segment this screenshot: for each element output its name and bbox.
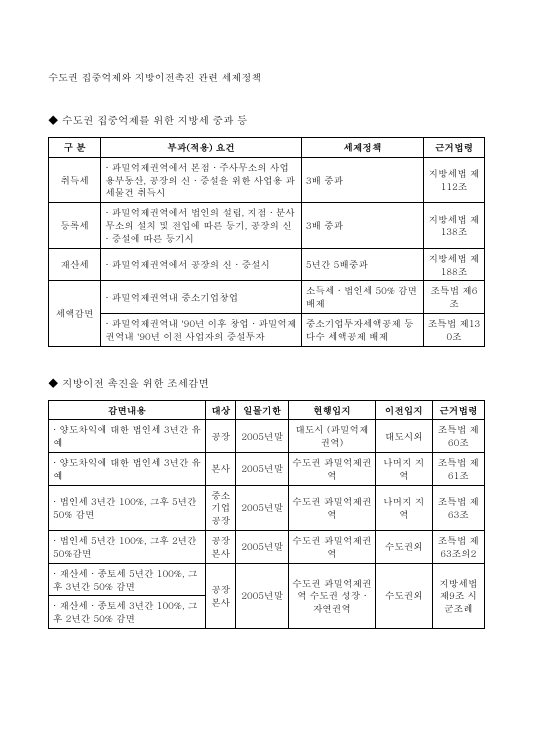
cell-requirement: · 과밀억제권역에서 법인의 설립, 지점 · 분사무소의 설치 및 전입에 따… [101,203,302,248]
cell-policy: 5년간 5배중과 [301,248,423,281]
table-row: 감면내용 대상 일몰기한 현행입지 이전입지 근거법령 [49,400,485,420]
col-policy: 세제정책 [301,138,423,158]
cell-requirement: · 과밀억제권역에서 본점 · 주사무소의 사업용부동산, 공장의 신 · 증설… [101,157,302,202]
cell-move: 수도권외 [375,563,432,628]
col-law: 근거법령 [423,138,484,158]
cell-content: · 법인세 3년간 100%, 그후 5년간 50% 감면 [49,485,206,530]
cell-requirement: · 과밀억제권역에서 공장의 신 · 증설시 [101,248,302,281]
cell-law: 지방세법 제112조 [423,157,484,202]
cell-target: 공장본사 [205,531,236,564]
cell-move: 대도시외 [375,420,432,453]
table-row: · 재산세 · 종토세 5년간 100%, 그후 3년간 50% 감면 공장본사… [49,563,485,596]
cell-category: 재산세 [49,248,101,281]
table-row: · 법인세 3년간 100%, 그후 5년간 50% 감면 중소기업공장 200… [49,485,485,530]
col-current-loc: 현행입지 [288,400,375,420]
cell-policy: 소득세 · 법인세 50% 감면 배제 [301,281,423,314]
col-category: 구 분 [49,138,101,158]
cell-target: 공장 [205,420,236,453]
cell-policy: 3배 중과 [301,203,423,248]
cell-policy: 중소기업투자세액공제 등 다수 세액공제 배제 [301,313,423,346]
col-law: 근거법령 [432,400,484,420]
cell-policy: 3배 중과 [301,157,423,202]
cell-law: 조특법 제60조 [432,420,484,453]
cell-category: 등록세 [49,203,101,248]
cell-current: 수도권 과밀억제권역 수도권 성장 · 자연권역 [288,563,375,628]
table-row: · 과밀억제권역내 '90년 이후 창업 · 과밀억제권역내 '90년 이전 사… [49,313,485,346]
cell-law: 조특법 제63조의2 [432,531,484,564]
col-target: 대상 [205,400,236,420]
cell-content: · 양도차익에 대한 법인세 3년간 유예 [49,453,206,486]
cell-law: 지방세법 제188조 [423,248,484,281]
cell-sunset: 2005년말 [236,453,288,486]
col-move-loc: 이전입지 [375,400,432,420]
cell-content: · 재산세 · 종토세 3년간 100%, 그후 2년간 50% 감면 [49,596,206,629]
col-sunset: 일몰기한 [236,400,288,420]
cell-law: 조특법 제6조 [423,281,484,314]
cell-content: · 법인세 5년간 100%, 그후 2년간 50%감면 [49,531,206,564]
cell-requirement: · 과밀억제권역내 '90년 이후 창업 · 과밀억제권역내 '90년 이전 사… [101,313,302,346]
table-row: 등록세 · 과밀억제권역에서 법인의 설립, 지점 · 분사무소의 설치 및 전… [49,203,485,248]
table-reduction: 감면내용 대상 일몰기한 현행입지 이전입지 근거법령 · 양도차익에 대한 법… [48,400,485,629]
cell-sunset: 2005년말 [236,563,288,628]
table-surcharge: 구 분 부과(적용) 요건 세제정책 근거법령 취득세 · 과밀억제권역에서 본… [48,137,485,347]
cell-current: 수도권 과밀억제권역 [288,453,375,486]
cell-target: 공장본사 [205,563,236,628]
cell-law: 지방세법 제9조 시군조례 [432,563,484,628]
table-row: 재산세 · 과밀억제권역에서 공장의 신 · 증설시 5년간 5배중과 지방세법… [49,248,485,281]
cell-law: 조특법 제63조 [432,485,484,530]
table-row: 구 분 부과(적용) 요건 세제정책 근거법령 [49,138,485,158]
table-row: · 법인세 5년간 100%, 그후 2년간 50%감면 공장본사 2005년말… [49,531,485,564]
cell-move: 수도권외 [375,531,432,564]
table-row: · 양도차익에 대한 법인세 3년간 유예 본사 2005년말 수도권 과밀억제… [49,453,485,486]
section-2-heading: ◆ 지방이전 촉진을 위한 조세감면 [48,375,485,390]
cell-law: 조특법 제61조 [432,453,484,486]
cell-category: 취득세 [49,157,101,202]
cell-sunset: 2005년말 [236,531,288,564]
table-row: 세액감면 · 과밀억제권역내 중소기업창업 소득세 · 법인세 50% 감면 배… [49,281,485,314]
cell-current: 대도시 (과밀억제권역) [288,420,375,453]
cell-sunset: 2005년말 [236,420,288,453]
cell-law: 조특법 제130조 [423,313,484,346]
page-title: 수도권 집중억제와 지방이전촉진 관련 세제정책 [48,70,485,84]
cell-move: 나머지 지역 [375,453,432,486]
col-content: 감면내용 [49,400,206,420]
cell-current: 수도권 과밀억제권역 [288,485,375,530]
table-row: 취득세 · 과밀억제권역에서 본점 · 주사무소의 사업용부동산, 공장의 신 … [49,157,485,202]
cell-current: 수도권 과밀억제권역 [288,531,375,564]
cell-category: 세액감면 [49,281,101,346]
cell-sunset: 2005년말 [236,485,288,530]
cell-law: 지방세법 제138조 [423,203,484,248]
cell-target: 중소기업공장 [205,485,236,530]
cell-content: · 양도차익에 대한 법인세 3년간 유예 [49,420,206,453]
cell-content: · 재산세 · 종토세 5년간 100%, 그후 3년간 50% 감면 [49,563,206,596]
table-row: · 양도차익에 대한 법인세 3년간 유예 공장 2005년말 대도시 (과밀억… [49,420,485,453]
cell-requirement: · 과밀억제권역내 중소기업창업 [101,281,302,314]
section-1-heading: ◆ 수도권 집중억제를 위한 지방세 중과 등 [48,112,485,127]
cell-target: 본사 [205,453,236,486]
cell-move: 나머지 지역 [375,485,432,530]
col-requirement: 부과(적용) 요건 [101,138,302,158]
